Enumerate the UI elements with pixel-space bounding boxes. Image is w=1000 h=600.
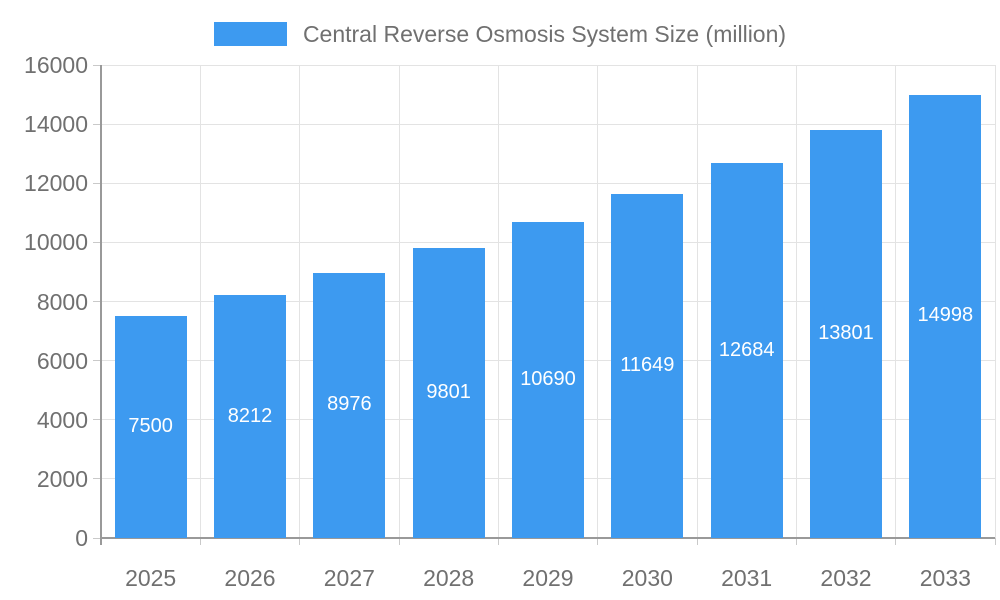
y-axis-line [100, 65, 102, 545]
y-axis-tick-label: 14000 [24, 111, 88, 138]
bar-value-label: 8976 [327, 393, 372, 416]
bar-value-label: 12684 [718, 338, 775, 361]
x-axis-tick-label: 2031 [721, 565, 773, 591]
y-gridline [101, 64, 995, 66]
bar-value-label: 9801 [426, 381, 471, 404]
y-axis-tick [93, 360, 101, 362]
x-gridline [994, 65, 996, 538]
x-axis-tick [994, 538, 996, 545]
y-axis-tick-label: 2000 [36, 465, 88, 492]
x-axis-tick [795, 538, 797, 545]
legend-label: Central Reverse Osmosis System Size (mil… [302, 21, 787, 47]
bar[interactable] [611, 193, 684, 538]
x-gridline [299, 65, 301, 538]
bar-value-label: 11649 [620, 353, 675, 376]
bar-value-label: 14998 [917, 304, 974, 327]
x-gridline [398, 65, 400, 538]
x-axis-tick [299, 538, 301, 545]
x-axis-tick [696, 538, 698, 545]
y-axis-tick-label: 8000 [36, 288, 88, 315]
x-axis-tick-label: 2028 [423, 565, 475, 591]
bar[interactable] [810, 130, 882, 538]
y-axis-tick [93, 301, 101, 302]
bar-value-label: 7500 [128, 415, 173, 438]
x-gridline [696, 65, 698, 538]
x-axis-line [100, 537, 995, 539]
bar-value-label: 13801 [818, 322, 874, 344]
bar[interactable] [412, 248, 485, 538]
x-axis-tick-label: 2029 [522, 565, 574, 591]
y-axis-tick-label: 12000 [24, 170, 88, 197]
x-axis-tick-label: 2027 [323, 565, 375, 591]
y-axis-tick [93, 182, 101, 184]
bar[interactable] [512, 221, 584, 538]
bar-value-label: 10690 [520, 367, 576, 390]
x-axis-tick-label: 2026 [224, 565, 276, 591]
legend-swatch-icon [213, 22, 287, 46]
x-axis-tick [895, 538, 897, 545]
y-axis-tick [93, 419, 101, 421]
bar[interactable] [909, 94, 982, 538]
y-axis-tick-label: 16000 [24, 52, 88, 78]
x-axis-tick-label: 2025 [125, 565, 177, 591]
x-axis-tick [398, 538, 400, 545]
x-axis-tick-label: 2033 [919, 565, 971, 591]
x-axis-tick-label: 2030 [621, 565, 673, 591]
chart-legend[interactable]: Central Reverse Osmosis System Size (mil… [0, 20, 1000, 48]
y-axis-tick-label: 10000 [24, 229, 88, 256]
x-axis-tick [497, 538, 499, 545]
y-axis-tick-label: 6000 [36, 347, 88, 374]
y-gridline [101, 123, 995, 125]
x-axis-tick [199, 538, 201, 545]
y-axis-tick [93, 241, 101, 243]
x-axis-tick-label: 2032 [820, 565, 872, 591]
bar[interactable] [114, 316, 187, 538]
x-gridline [497, 65, 499, 538]
x-gridline [895, 65, 897, 538]
y-axis-tick [93, 64, 101, 66]
x-axis-tick [597, 538, 599, 545]
y-gridline [101, 182, 995, 184]
y-axis-tick [93, 123, 101, 125]
bar-value-label: 8212 [227, 404, 273, 427]
bar[interactable] [710, 163, 783, 538]
y-axis-tick-label: 0 [75, 525, 88, 551]
x-gridline [199, 65, 201, 538]
y-axis-tick [93, 537, 101, 539]
x-gridline [795, 65, 797, 538]
x-gridline [597, 65, 599, 538]
y-axis-tick-label: 4000 [36, 406, 88, 433]
y-axis-tick [93, 478, 101, 480]
bar[interactable] [214, 295, 286, 538]
bar[interactable] [313, 272, 386, 538]
